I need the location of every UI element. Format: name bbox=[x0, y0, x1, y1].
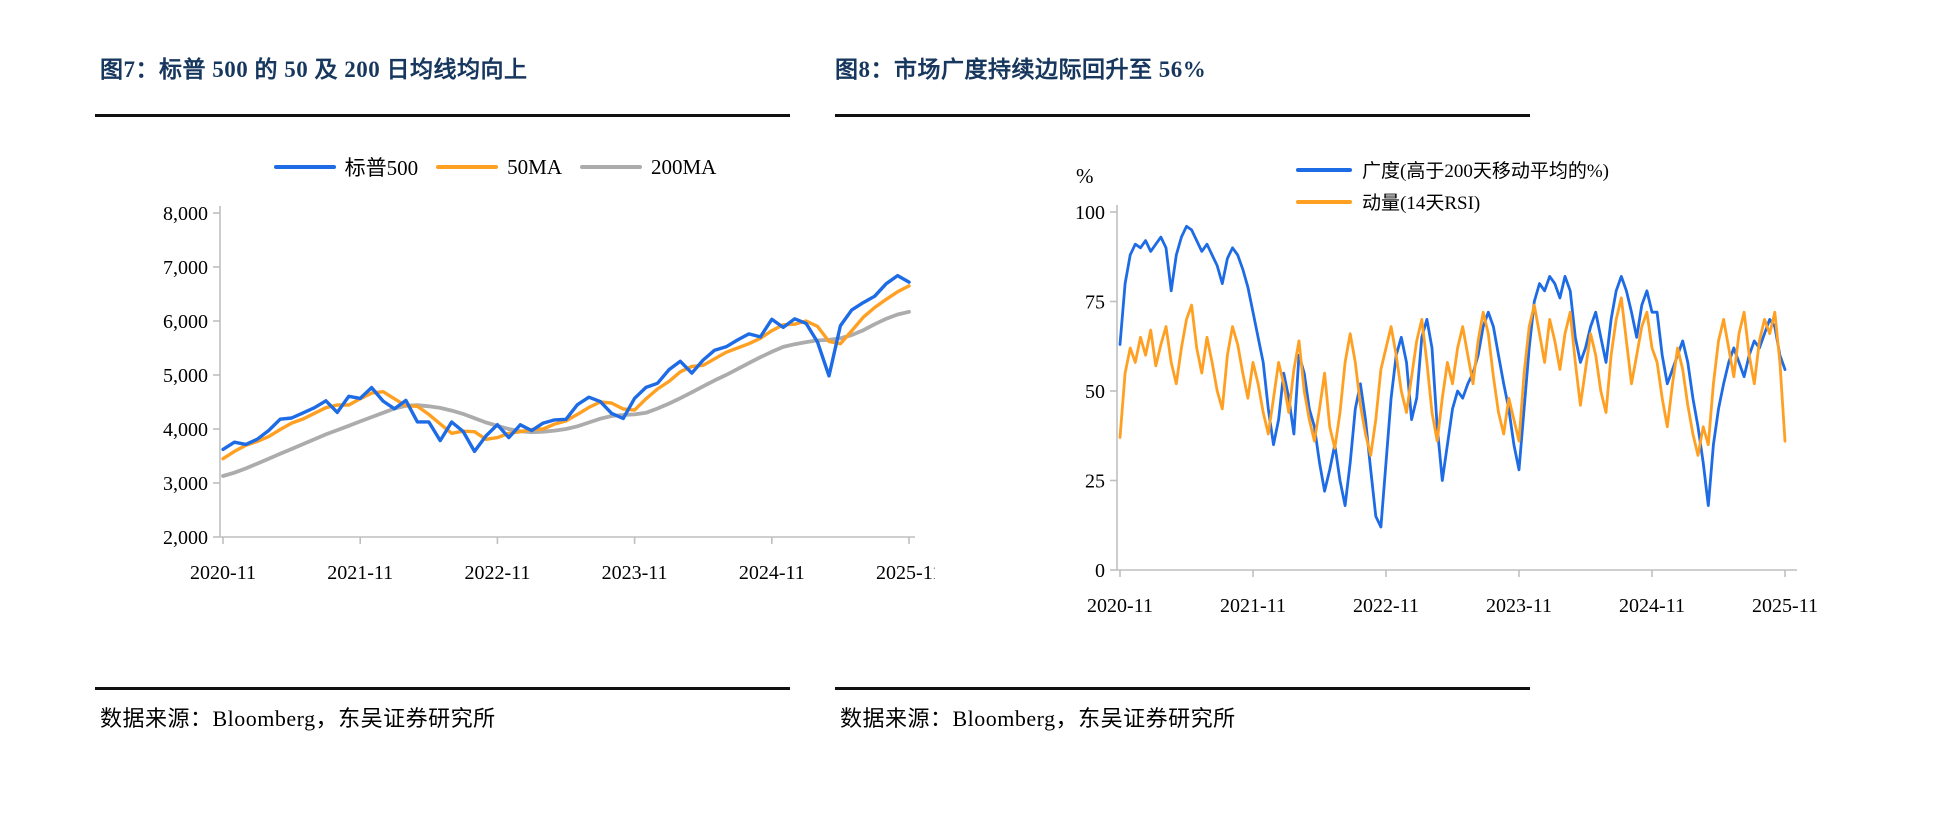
x-axis-tick-label: 2022-11 bbox=[464, 562, 530, 584]
x-axis-tick-label: 2025-11 bbox=[876, 562, 935, 584]
legend-item-momentum: 动量(14天RSI) bbox=[1296, 188, 1480, 215]
y-axis-tick-label: 3,000 bbox=[163, 473, 208, 495]
sp500-line-swatch bbox=[273, 165, 336, 169]
x-axis-tick-label: 2020-11 bbox=[190, 562, 256, 584]
legend-item-200ma: 200MA bbox=[580, 155, 716, 180]
legend-label-200ma: 200MA bbox=[651, 154, 717, 179]
y-axis-tick-label: 75 bbox=[1085, 292, 1105, 314]
momentum-line-swatch bbox=[1296, 199, 1352, 204]
figure8-y-axis-unit-label: % bbox=[1076, 164, 1094, 188]
figure8-title: 图8：市场广度持续边际回升至 56% bbox=[835, 57, 1207, 82]
y-axis-tick-label: 25 bbox=[1085, 471, 1105, 493]
y-axis-tick-label: 2,000 bbox=[163, 527, 208, 549]
legend-item-50ma: 50MA bbox=[436, 155, 562, 180]
x-axis-tick-label: 2024-11 bbox=[1619, 595, 1685, 617]
figure7-footer-rule bbox=[95, 687, 790, 690]
x-axis-tick-label: 2020-11 bbox=[1087, 595, 1153, 617]
x-axis-tick-label: 2021-11 bbox=[327, 562, 393, 584]
y-axis-tick-label: 4,000 bbox=[163, 419, 208, 441]
figure7-title: 图7：标普 500 的 50 及 200 日均线均向上 bbox=[100, 57, 528, 82]
legend-label-momentum: 动量(14天RSI) bbox=[1362, 193, 1481, 214]
x-axis-tick-label: 2024-11 bbox=[739, 562, 805, 584]
figure7-title-rule bbox=[95, 114, 790, 117]
x-axis-tick-label: 2022-11 bbox=[1353, 595, 1419, 617]
y-axis-tick-label: 7,000 bbox=[163, 257, 208, 279]
x-axis-tick-label: 2021-11 bbox=[1220, 595, 1286, 617]
figure8-title-rule bbox=[835, 114, 1530, 117]
legend-label-50ma: 50MA bbox=[507, 154, 562, 179]
figure8-legend: 广度(高于200天移动平均的%) 动量(14天RSI) bbox=[1296, 156, 1609, 215]
figure8-footer-rule bbox=[835, 687, 1530, 690]
x-axis-tick-label: 2023-11 bbox=[1486, 595, 1552, 617]
breadth-line-swatch bbox=[1296, 167, 1352, 172]
legend-label-sp500: 标普500 bbox=[344, 156, 419, 180]
figure7-legend: 标普500 50MA 200MA bbox=[150, 152, 840, 182]
y-axis-tick-label: 8,000 bbox=[163, 203, 208, 225]
y-axis-tick-label: 0 bbox=[1095, 560, 1105, 582]
x-axis-tick-label: 2025-11 bbox=[1752, 595, 1818, 617]
figure7-source: 数据来源：Bloomberg，东吴证券研究所 bbox=[100, 706, 496, 731]
y-axis-tick-label: 5,000 bbox=[163, 365, 208, 387]
figure8-source: 数据来源：Bloomberg，东吴证券研究所 bbox=[840, 706, 1236, 731]
legend-item-sp500: 标普500 bbox=[273, 152, 419, 182]
ma50-line-swatch bbox=[436, 165, 499, 169]
series-line-2 bbox=[221, 309, 911, 478]
series-line-0 bbox=[221, 273, 911, 454]
legend-label-breadth: 广度(高于200天移动平均的%) bbox=[1362, 161, 1609, 182]
y-axis-tick-label: 6,000 bbox=[163, 311, 208, 333]
series-line-1 bbox=[1118, 296, 1787, 457]
sp500-moving-average-chart: 2,000 3,000 4,000 5,000 6,000 7,000 8,000 2020-… bbox=[163, 203, 935, 584]
x-axis-tick-label: 2023-11 bbox=[602, 562, 668, 584]
y-axis-tick-label: 50 bbox=[1085, 381, 1105, 403]
y-axis-tick-label: 100 bbox=[1075, 202, 1105, 224]
market-breadth-momentum-chart: 0 25 50 75 100 2020-11 2021-11 2022-11 2023-11 20… bbox=[1075, 202, 1818, 617]
ma200-line-swatch bbox=[580, 165, 642, 169]
legend-item-breadth: 广度(高于200天移动平均的%) bbox=[1296, 156, 1609, 183]
